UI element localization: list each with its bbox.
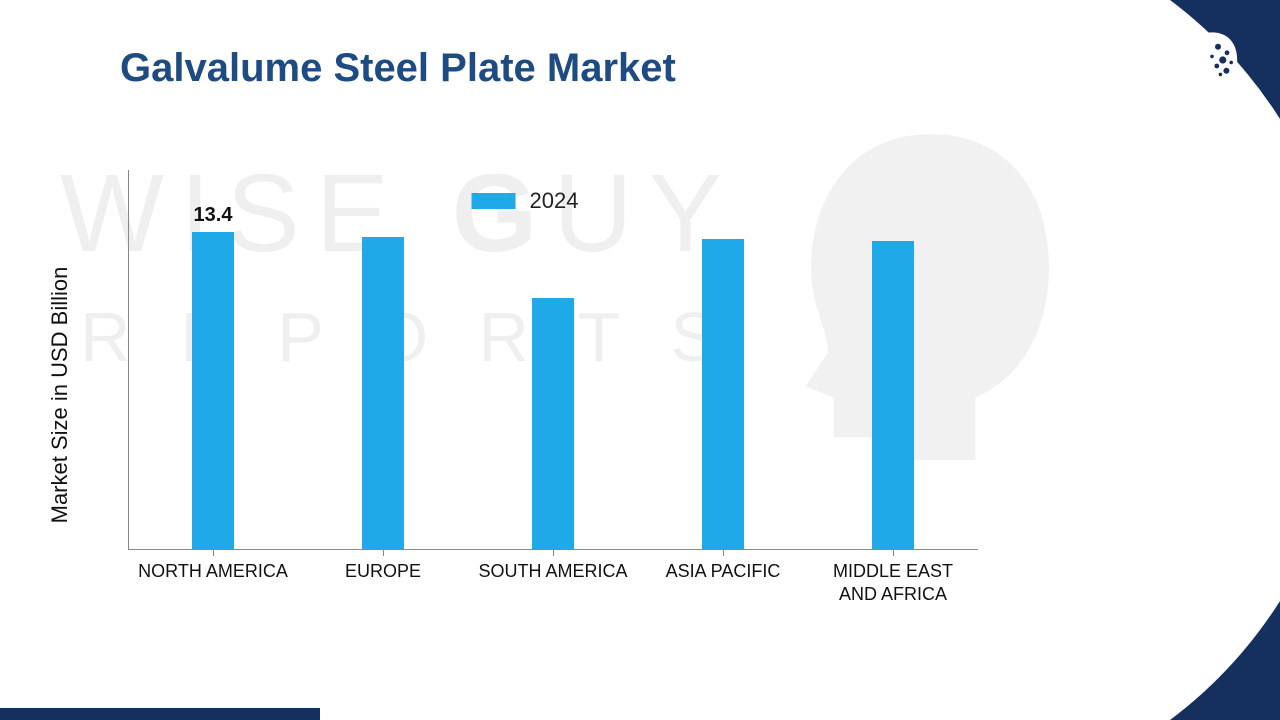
chart-area: Market Size in USD Billion 2024 13.4 NOR… bbox=[60, 130, 990, 660]
bar-slot bbox=[468, 170, 638, 550]
x-axis-category-label: NORTH AMERICA bbox=[128, 554, 298, 605]
stage: WISE GUY REPORTS Galvalume Steel Plate M… bbox=[0, 0, 1280, 720]
bar bbox=[872, 241, 914, 550]
chart-title: Galvalume Steel Plate Market bbox=[120, 46, 676, 91]
x-axis-category-label: MIDDLE EAST AND AFRICA bbox=[808, 554, 978, 605]
y-axis-label: Market Size in USD Billion bbox=[47, 267, 73, 524]
logo-wise: WISE bbox=[986, 37, 1081, 75]
bar-value-label: 13.4 bbox=[194, 204, 233, 227]
bar: 13.4 bbox=[192, 232, 234, 550]
x-axis-category-label: ASIA PACIFIC bbox=[638, 554, 808, 605]
bar bbox=[702, 239, 744, 550]
bar-slot: 13.4 bbox=[128, 170, 298, 550]
content: Galvalume Steel Plate Market WISE GUY RE… bbox=[0, 0, 1280, 720]
logo-g: G bbox=[1092, 37, 1120, 75]
x-tick bbox=[213, 550, 214, 556]
bar-slot bbox=[298, 170, 468, 550]
brand-logo: WISE GUY REPORTS bbox=[986, 30, 1244, 102]
logo-reports: REPORTS bbox=[986, 77, 1172, 93]
x-axis-category-label: SOUTH AMERICA bbox=[468, 554, 638, 605]
bar-slot bbox=[638, 170, 808, 550]
head-icon bbox=[1180, 30, 1244, 102]
logo-uy: UY bbox=[1121, 37, 1172, 75]
x-tick bbox=[383, 550, 384, 556]
plot: 13.4 bbox=[128, 170, 978, 550]
x-tick bbox=[893, 550, 894, 556]
x-tick bbox=[723, 550, 724, 556]
bar bbox=[362, 237, 404, 551]
x-labels: NORTH AMERICAEUROPESOUTH AMERICAASIA PAC… bbox=[128, 554, 978, 605]
bars-container: 13.4 bbox=[128, 170, 978, 550]
x-tick bbox=[553, 550, 554, 556]
bar bbox=[532, 298, 574, 550]
bar-slot bbox=[808, 170, 978, 550]
x-axis-category-label: EUROPE bbox=[298, 554, 468, 605]
